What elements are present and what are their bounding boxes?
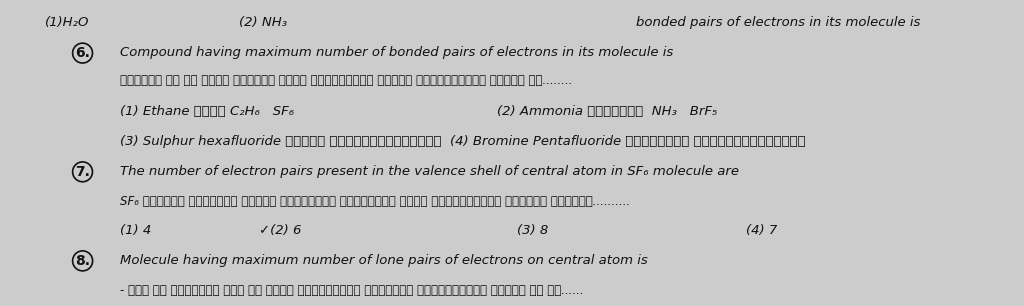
Text: bonded pairs of electrons in its molecule is: bonded pairs of electrons in its molecul… — [636, 17, 921, 29]
Text: 8.: 8. — [75, 254, 90, 268]
Text: (3) 8: (3) 8 — [517, 224, 549, 237]
Text: (4) 7: (4) 7 — [745, 224, 777, 237]
Text: SF₆ અણુમાં મધ્યસ્થ અણુના સંયોજકતા કક્ષામાં હાજર ઇલેક્ટ્રોન યુગમની સંખ્યા........: SF₆ અણુમાં મધ્યસ્થ અણુના સંયોજકતા કક્ષામ… — [120, 195, 630, 207]
Text: The number of electron pairs present in the valence shell of central atom in SF₆: The number of electron pairs present in … — [120, 165, 738, 178]
Text: - અણુ જે મધ્યસ્થ અણુ પર મહતમ સંખ્યામાં અબંધારક ઇલેક્ટ્રોન ધરાવે છે તે......: - અણુ જે મધ્યસ્થ અણુ પર મહતમ સંખ્યામાં અ… — [120, 284, 584, 297]
Text: (2) NH₃: (2) NH₃ — [239, 17, 287, 29]
Text: 7.: 7. — [75, 165, 90, 179]
Text: ✓(2) 6: ✓(2) 6 — [259, 224, 301, 237]
Text: (2) Ammonia એમોનિયા  NH₃   BrF₅: (2) Ammonia એમોનિયા NH₃ BrF₅ — [498, 106, 718, 118]
Text: Compound having maximum number of bonded pairs of electrons in its molecule is: Compound having maximum number of bonded… — [120, 46, 673, 59]
Text: Molecule having maximum number of lone pairs of electrons on central atom is: Molecule having maximum number of lone p… — [120, 254, 647, 267]
Text: (3) Sulphur hexafluoride સલ્ફર હેક્સાફ્લોરાઇડ  (4) Bromine Pentafluoride બ્રોમાઇ: (3) Sulphur hexafluoride સલ્ફર હેક્સાફ્લ… — [120, 135, 806, 148]
Text: 6.: 6. — [75, 46, 90, 60]
Text: (1)H₂O: (1)H₂O — [45, 17, 90, 29]
Text: સંયોજન કે જે તેના અણુમાં મહતમ સંખ્યામાં બંધિત ઇલેક્ટ્રોન ધરાવે તે........: સંયોજન કે જે તેના અણુમાં મહતમ સંખ્યામાં … — [120, 74, 572, 87]
Text: (1) 4: (1) 4 — [120, 224, 152, 237]
Text: (1) Ethane ઇથેન C₂H₆   SF₆: (1) Ethane ઇથેન C₂H₆ SF₆ — [120, 106, 294, 118]
